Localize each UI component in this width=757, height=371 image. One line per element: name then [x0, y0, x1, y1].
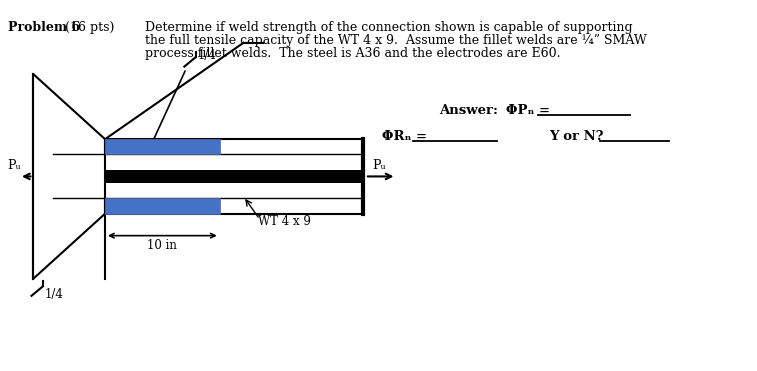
Text: Y or N?: Y or N?: [549, 129, 603, 142]
Bar: [105, 139, 220, 154]
Bar: [105, 170, 363, 183]
Text: Pᵤ: Pᵤ: [372, 159, 386, 172]
Text: process fillet welds.  The steel is A36 and the electrodes are E60.: process fillet welds. The steel is A36 a…: [145, 47, 561, 60]
Text: ΦRₙ =: ΦRₙ =: [382, 129, 427, 142]
Text: Answer:: Answer:: [439, 104, 498, 117]
Text: Problem 6: Problem 6: [8, 21, 79, 34]
Text: (16 pts): (16 pts): [61, 21, 130, 34]
Text: Determine if weld strength of the connection shown is capable of supporting: Determine if weld strength of the connec…: [145, 21, 633, 34]
Text: 1/4: 1/4: [45, 288, 64, 301]
Text: 1/4: 1/4: [198, 49, 217, 62]
Text: 10 in: 10 in: [148, 239, 177, 252]
Bar: [105, 198, 220, 214]
Text: the full tensile capacity of the WT 4 x 9.  Assume the fillet welds are ¼” SMAW: the full tensile capacity of the WT 4 x …: [145, 34, 647, 47]
Text: ΦPₙ =: ΦPₙ =: [506, 104, 550, 117]
Bar: [105, 139, 363, 214]
Text: Pᵤ: Pᵤ: [8, 159, 21, 172]
Text: WT 4 x 9: WT 4 x 9: [258, 215, 310, 228]
